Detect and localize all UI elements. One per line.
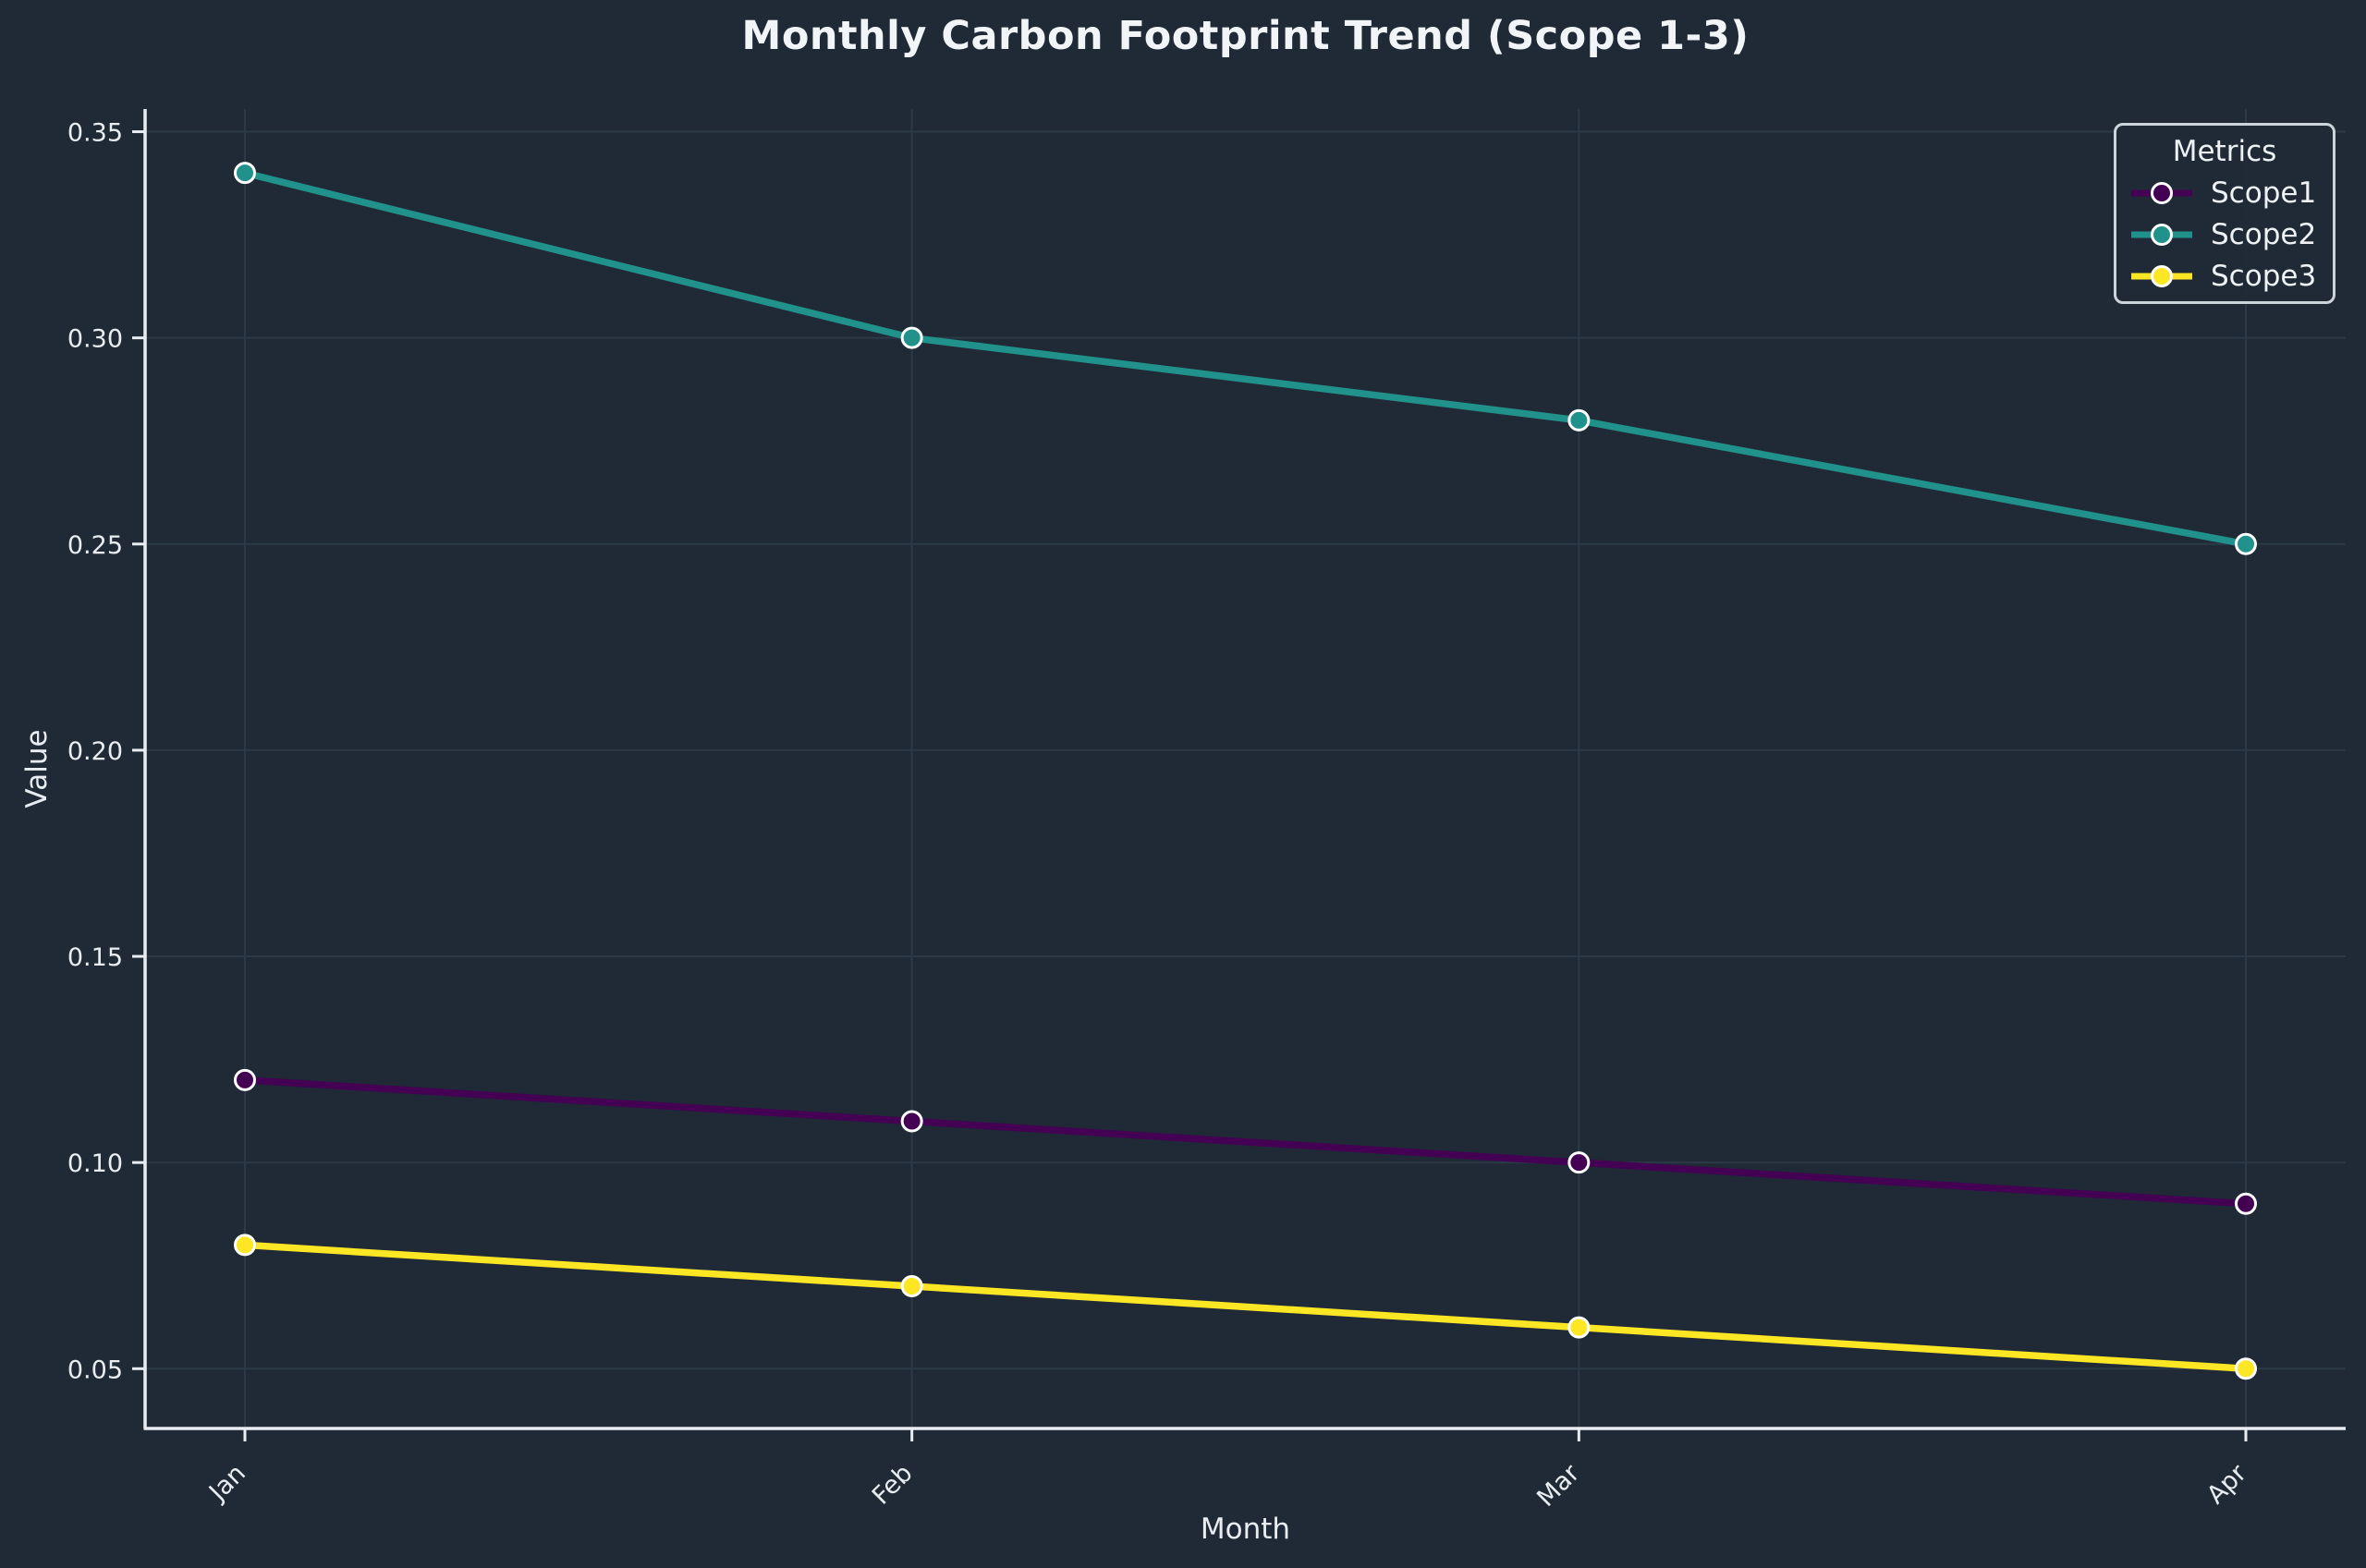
legend-marker-scope1 [2131,181,2192,204]
data-point-scope3-jan [234,1234,256,1257]
series-line-scope3 [241,1241,2250,1373]
legend-label: Scope2 [2211,217,2317,251]
data-point-scope1-mar [1567,1151,1591,1174]
y-tick-label: 0.35 [67,119,123,148]
x-tick-label: Apr [2201,1458,2253,1510]
x-tick-label: Jan [202,1459,251,1508]
y-tick-label: 0.25 [67,531,123,560]
data-point-scope3-apr [2235,1357,2257,1380]
legend-item-scope2: Scope2 [2116,213,2333,255]
x-axis-label: Month [1200,1513,1291,1546]
data-point-scope2-apr [2235,532,2257,555]
y-tick-label: 0.05 [67,1355,123,1384]
y-axis-label: Value [20,729,54,808]
legend-item-scope3: Scope3 [2116,255,2333,297]
y-tick-label: 0.15 [67,943,123,972]
legend-label: Scope1 [2211,176,2317,210]
legend-items: Scope1 Scope2 Scope3 [2116,172,2333,297]
series-line-scope1 [241,1076,2250,1208]
legend-label: Scope3 [2211,259,2317,293]
series-line-scope2 [241,169,2250,548]
chart-title: Monthly Carbon Footprint Trend (Scope 1-… [741,13,1750,59]
y-tick-label: 0.20 [67,737,123,766]
legend-marker-scope2 [2131,223,2192,246]
legend-marker-scope3 [2131,264,2192,287]
legend: Metrics Scope1 Scope2 Scope3 [2114,123,2336,304]
y-tick-label: 0.10 [67,1149,123,1178]
y-tick-label: 0.30 [67,325,123,354]
data-point-scope1-feb [900,1110,923,1133]
x-tick-label: Mar [1531,1458,1586,1513]
x-tick-label: Feb [867,1459,919,1511]
legend-title: Metrics [2172,135,2277,168]
data-point-scope3-mar [1567,1316,1591,1339]
data-point-scope1-apr [2235,1192,2257,1215]
data-point-scope2-jan [234,162,256,185]
legend-item-scope1: Scope1 [2116,172,2333,213]
data-point-scope2-mar [1567,408,1591,432]
data-point-scope3-feb [900,1275,923,1298]
data-point-scope2-feb [900,326,923,349]
data-point-scope1-jan [234,1068,256,1091]
